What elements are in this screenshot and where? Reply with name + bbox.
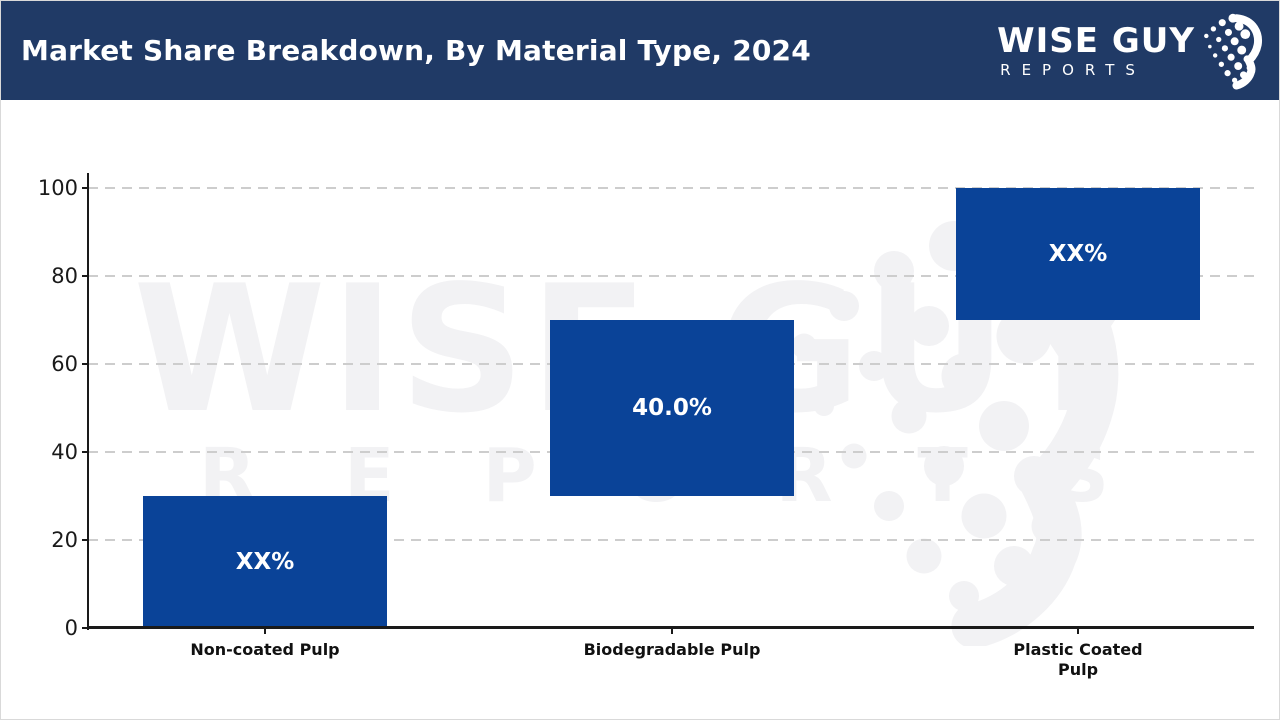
x-tick-label: Plastic Coated Pulp — [1013, 640, 1143, 679]
y-tick-label: 40 — [51, 440, 78, 464]
y-tick-label: 20 — [51, 528, 78, 552]
wiseguy-logo: WISE GUY REPORTS — [997, 12, 1263, 90]
y-tick-label: 0 — [64, 616, 78, 640]
bar-value-label: 40.0% — [632, 395, 712, 421]
gridline-20 — [88, 539, 1254, 541]
x-axis-spine — [87, 626, 1254, 629]
y-tick-mark — [82, 187, 88, 189]
x-tick-mark — [671, 628, 673, 634]
y-axis-spine — [87, 173, 89, 630]
logo-name: WISE GUY — [997, 20, 1195, 61]
header-bar: Market Share Breakdown, By Material Type… — [1, 1, 1279, 100]
bar-value-label: XX% — [1048, 241, 1108, 267]
logo-tagline: REPORTS — [1000, 60, 1146, 79]
y-tick-mark — [82, 275, 88, 277]
x-tick-mark — [264, 628, 266, 634]
y-tick-mark — [82, 539, 88, 541]
gridline-100 — [88, 187, 1254, 189]
y-tick-mark — [82, 451, 88, 453]
x-tick-label: Non-coated Pulp — [190, 640, 340, 659]
x-tick-label: Biodegradable Pulp — [583, 640, 761, 659]
bar-value-label: XX% — [235, 549, 295, 575]
page-title: Market Share Breakdown, By Material Type… — [21, 34, 811, 67]
bar-2: 40.0% — [550, 320, 794, 496]
wiseguy-face-icon — [1204, 13, 1262, 90]
y-tick-label: 60 — [51, 352, 78, 376]
bar-3: XX% — [956, 188, 1200, 320]
y-tick-mark — [82, 363, 88, 365]
logo-text: WISE GUY REPORTS — [997, 24, 1195, 78]
bar-1: XX% — [143, 496, 387, 628]
y-tick-label: 100 — [37, 176, 78, 200]
y-tick-mark — [82, 627, 88, 629]
gridline-80 — [88, 275, 1254, 277]
y-tick-label: 80 — [51, 264, 78, 288]
